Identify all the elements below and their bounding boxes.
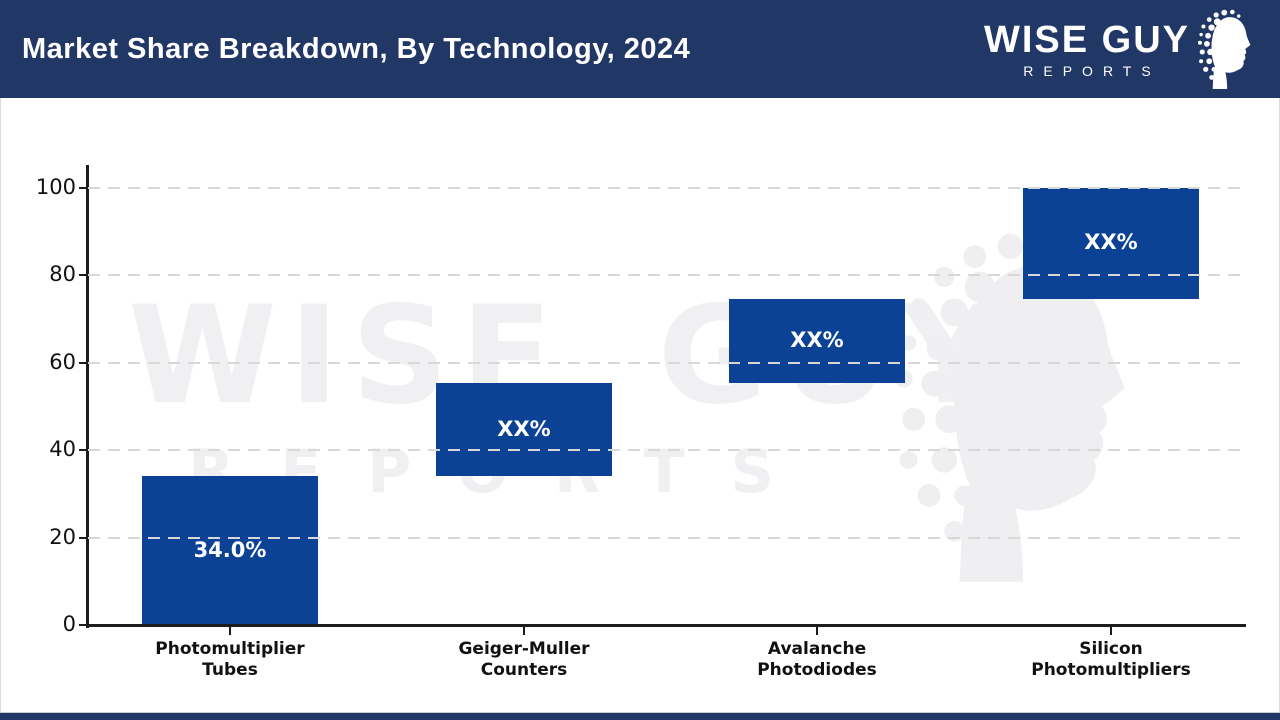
bar bbox=[436, 383, 612, 477]
x-category-label: Geiger-Muller Counters bbox=[404, 639, 644, 681]
y-tick-mark bbox=[79, 536, 88, 539]
x-category-label-line: Photodiodes bbox=[757, 660, 877, 680]
x-category-label-line: Counters bbox=[480, 660, 568, 680]
y-tick-mark bbox=[79, 361, 88, 364]
y-tick-mark bbox=[79, 624, 88, 626]
x-category-label-line: Silicon bbox=[1079, 639, 1143, 659]
x-category-label-line: Tubes bbox=[202, 660, 258, 680]
bar-value-label: XX% bbox=[497, 416, 551, 441]
y-tick-label: 0 bbox=[62, 612, 76, 636]
y-tick-label: 100 bbox=[35, 174, 76, 199]
footer-bar bbox=[0, 713, 1280, 720]
gridline bbox=[88, 449, 1245, 451]
x-tick-mark bbox=[1110, 627, 1112, 635]
brand-subtitle: REPORTS bbox=[1023, 62, 1161, 79]
x-category-label: Silicon Photomultipliers bbox=[991, 639, 1231, 681]
bar bbox=[1023, 187, 1199, 300]
y-tick-label: 60 bbox=[49, 349, 76, 374]
x-category-label-line: Photomultipliers bbox=[1031, 660, 1191, 680]
y-tick-label: 80 bbox=[49, 262, 76, 286]
x-category-label-line: Avalanche bbox=[767, 639, 867, 659]
x-axis bbox=[86, 624, 1246, 627]
brand-logo-text: WISE GUY REPORTS bbox=[984, 19, 1190, 79]
y-tick-label: 40 bbox=[49, 437, 76, 461]
chart-left-border bbox=[0, 98, 1, 712]
y-tick-mark bbox=[79, 274, 88, 276]
gridline bbox=[88, 186, 1245, 189]
bar bbox=[142, 476, 318, 625]
y-tick-mark bbox=[79, 449, 88, 451]
x-category-label-line: Geiger-Muller bbox=[458, 639, 590, 659]
gridline bbox=[88, 274, 1245, 276]
brand-logo: WISE GUY REPORTS bbox=[984, 8, 1258, 89]
gridline bbox=[88, 361, 1245, 364]
y-tick-label: 20 bbox=[49, 524, 76, 549]
y-tick-mark bbox=[79, 186, 88, 189]
x-tick-mark bbox=[816, 627, 818, 635]
chart-plot-area: 0 20 40 60 80 100 34.0% Photomultiplier Tubes XX%… bbox=[0, 98, 1280, 713]
x-tick-mark bbox=[523, 627, 525, 635]
x-category-label: Photomultiplier Tubes bbox=[110, 639, 350, 681]
bar-value-label: XX% bbox=[1084, 230, 1138, 255]
x-category-label-line: Photomultiplier bbox=[155, 639, 305, 659]
bar-value-label: XX% bbox=[790, 328, 844, 353]
y-axis bbox=[86, 165, 89, 628]
bar-value-label: 34.0% bbox=[193, 537, 267, 562]
bar bbox=[729, 299, 905, 384]
chart-title: Market Share Breakdown, By Technology, 2… bbox=[22, 33, 691, 65]
header-bar: Market Share Breakdown, By Technology, 2… bbox=[0, 0, 1280, 98]
brand-name: WISE GUY bbox=[983, 18, 1190, 61]
dotted-head-profile-icon bbox=[1194, 8, 1258, 89]
footer-divider bbox=[0, 712, 1280, 713]
x-category-label: Avalanche Photodiodes bbox=[697, 639, 937, 681]
x-tick-mark bbox=[229, 627, 231, 635]
gridline bbox=[88, 536, 1245, 539]
